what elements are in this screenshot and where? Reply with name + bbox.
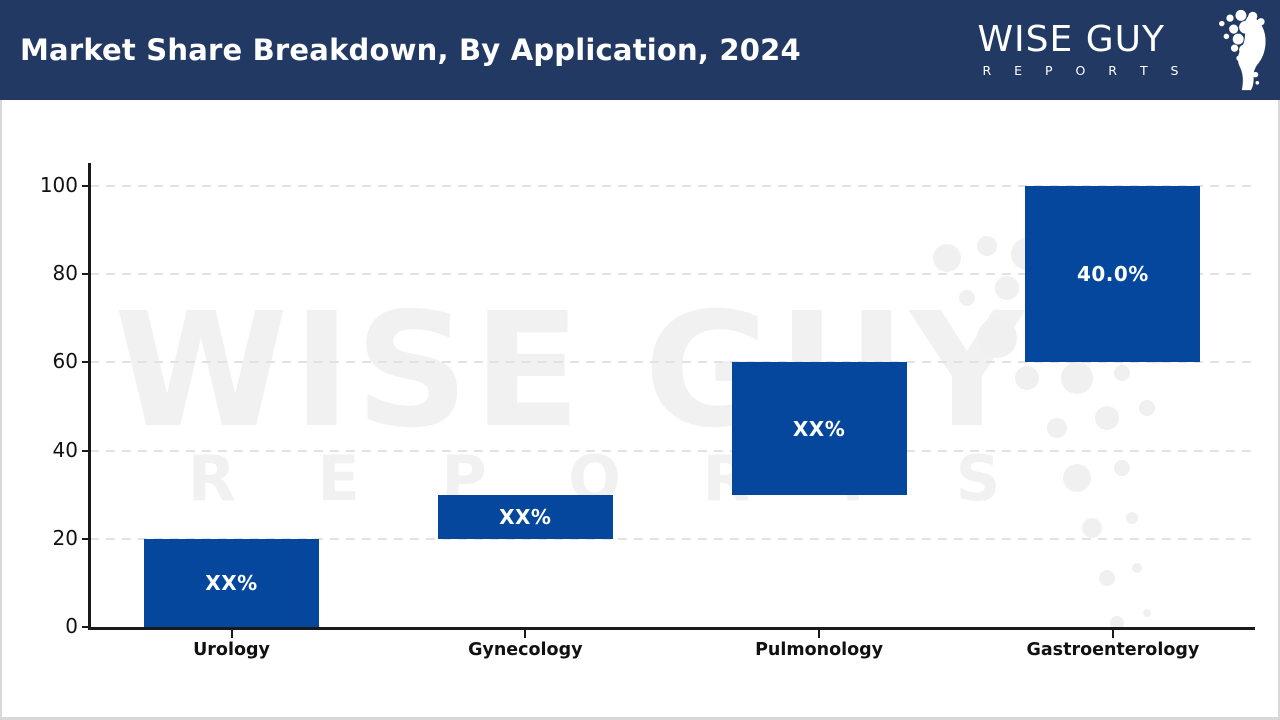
chart-area: WISE GUY R E P O R T S 0 20 40 60 80 100 XX% Ur… xyxy=(0,100,1280,720)
gridline-40 xyxy=(90,449,1255,452)
y-tick-40 xyxy=(82,449,90,452)
bar-label-gastroenterology: 40.0% xyxy=(1076,262,1149,287)
page-title: Market Share Breakdown, By Application, … xyxy=(20,33,801,67)
y-tick-20 xyxy=(82,537,90,540)
x-tick-label-urology: Urology xyxy=(193,640,270,660)
bar-gynecology: XX% xyxy=(437,494,613,539)
gridline-20 xyxy=(90,537,1255,540)
bar-label-urology: XX% xyxy=(205,570,258,595)
y-tick-100 xyxy=(82,185,90,187)
bar-label-pulmonology: XX% xyxy=(792,416,846,441)
x-tick-gastroenterology xyxy=(1111,630,1114,638)
gridline-100 xyxy=(90,185,1255,187)
x-tick-label-gastroenterology: Gastroenterology xyxy=(1026,640,1200,660)
gridline-60 xyxy=(90,361,1255,364)
dotted-head-icon xyxy=(1219,9,1266,91)
gridline-80 xyxy=(90,273,1255,276)
bar-pulmonology: XX% xyxy=(731,362,907,495)
x-tick-urology xyxy=(230,630,233,638)
brand-subtitle: R E P O R T S xyxy=(982,63,1188,78)
bar-urology: XX% xyxy=(144,538,319,627)
y-tick-label-100: 100 xyxy=(39,173,78,197)
x-tick-pulmonology xyxy=(818,630,821,638)
y-tick-0 xyxy=(82,626,90,628)
brand-logo: WISE GUY R E P O R T S xyxy=(977,9,1268,91)
brand-name: WISE GUY xyxy=(977,19,1165,60)
x-tick-label-gynecology: Gynecology xyxy=(468,640,583,660)
bar-label-gynecology: XX% xyxy=(499,504,552,529)
y-tick-label-0: 0 xyxy=(65,614,78,638)
y-tick-label-60: 60 xyxy=(52,349,78,374)
y-tick-label-20: 20 xyxy=(52,525,78,550)
y-tick-60 xyxy=(82,361,90,364)
y-tick-label-40: 40 xyxy=(52,437,78,462)
x-tick-gynecology xyxy=(524,630,527,638)
x-axis-spine xyxy=(88,627,1255,630)
bar-gastroenterology: 40.0% xyxy=(1025,186,1201,363)
brand-logo-text: WISE GUY R E P O R T S xyxy=(977,19,1188,79)
x-tick-label-pulmonology: Pulmonology xyxy=(755,640,884,660)
y-axis-spine xyxy=(88,163,91,630)
y-tick-label-80: 80 xyxy=(52,261,78,286)
header: Market Share Breakdown, By Application, … xyxy=(0,0,1280,100)
y-tick-80 xyxy=(82,273,90,276)
